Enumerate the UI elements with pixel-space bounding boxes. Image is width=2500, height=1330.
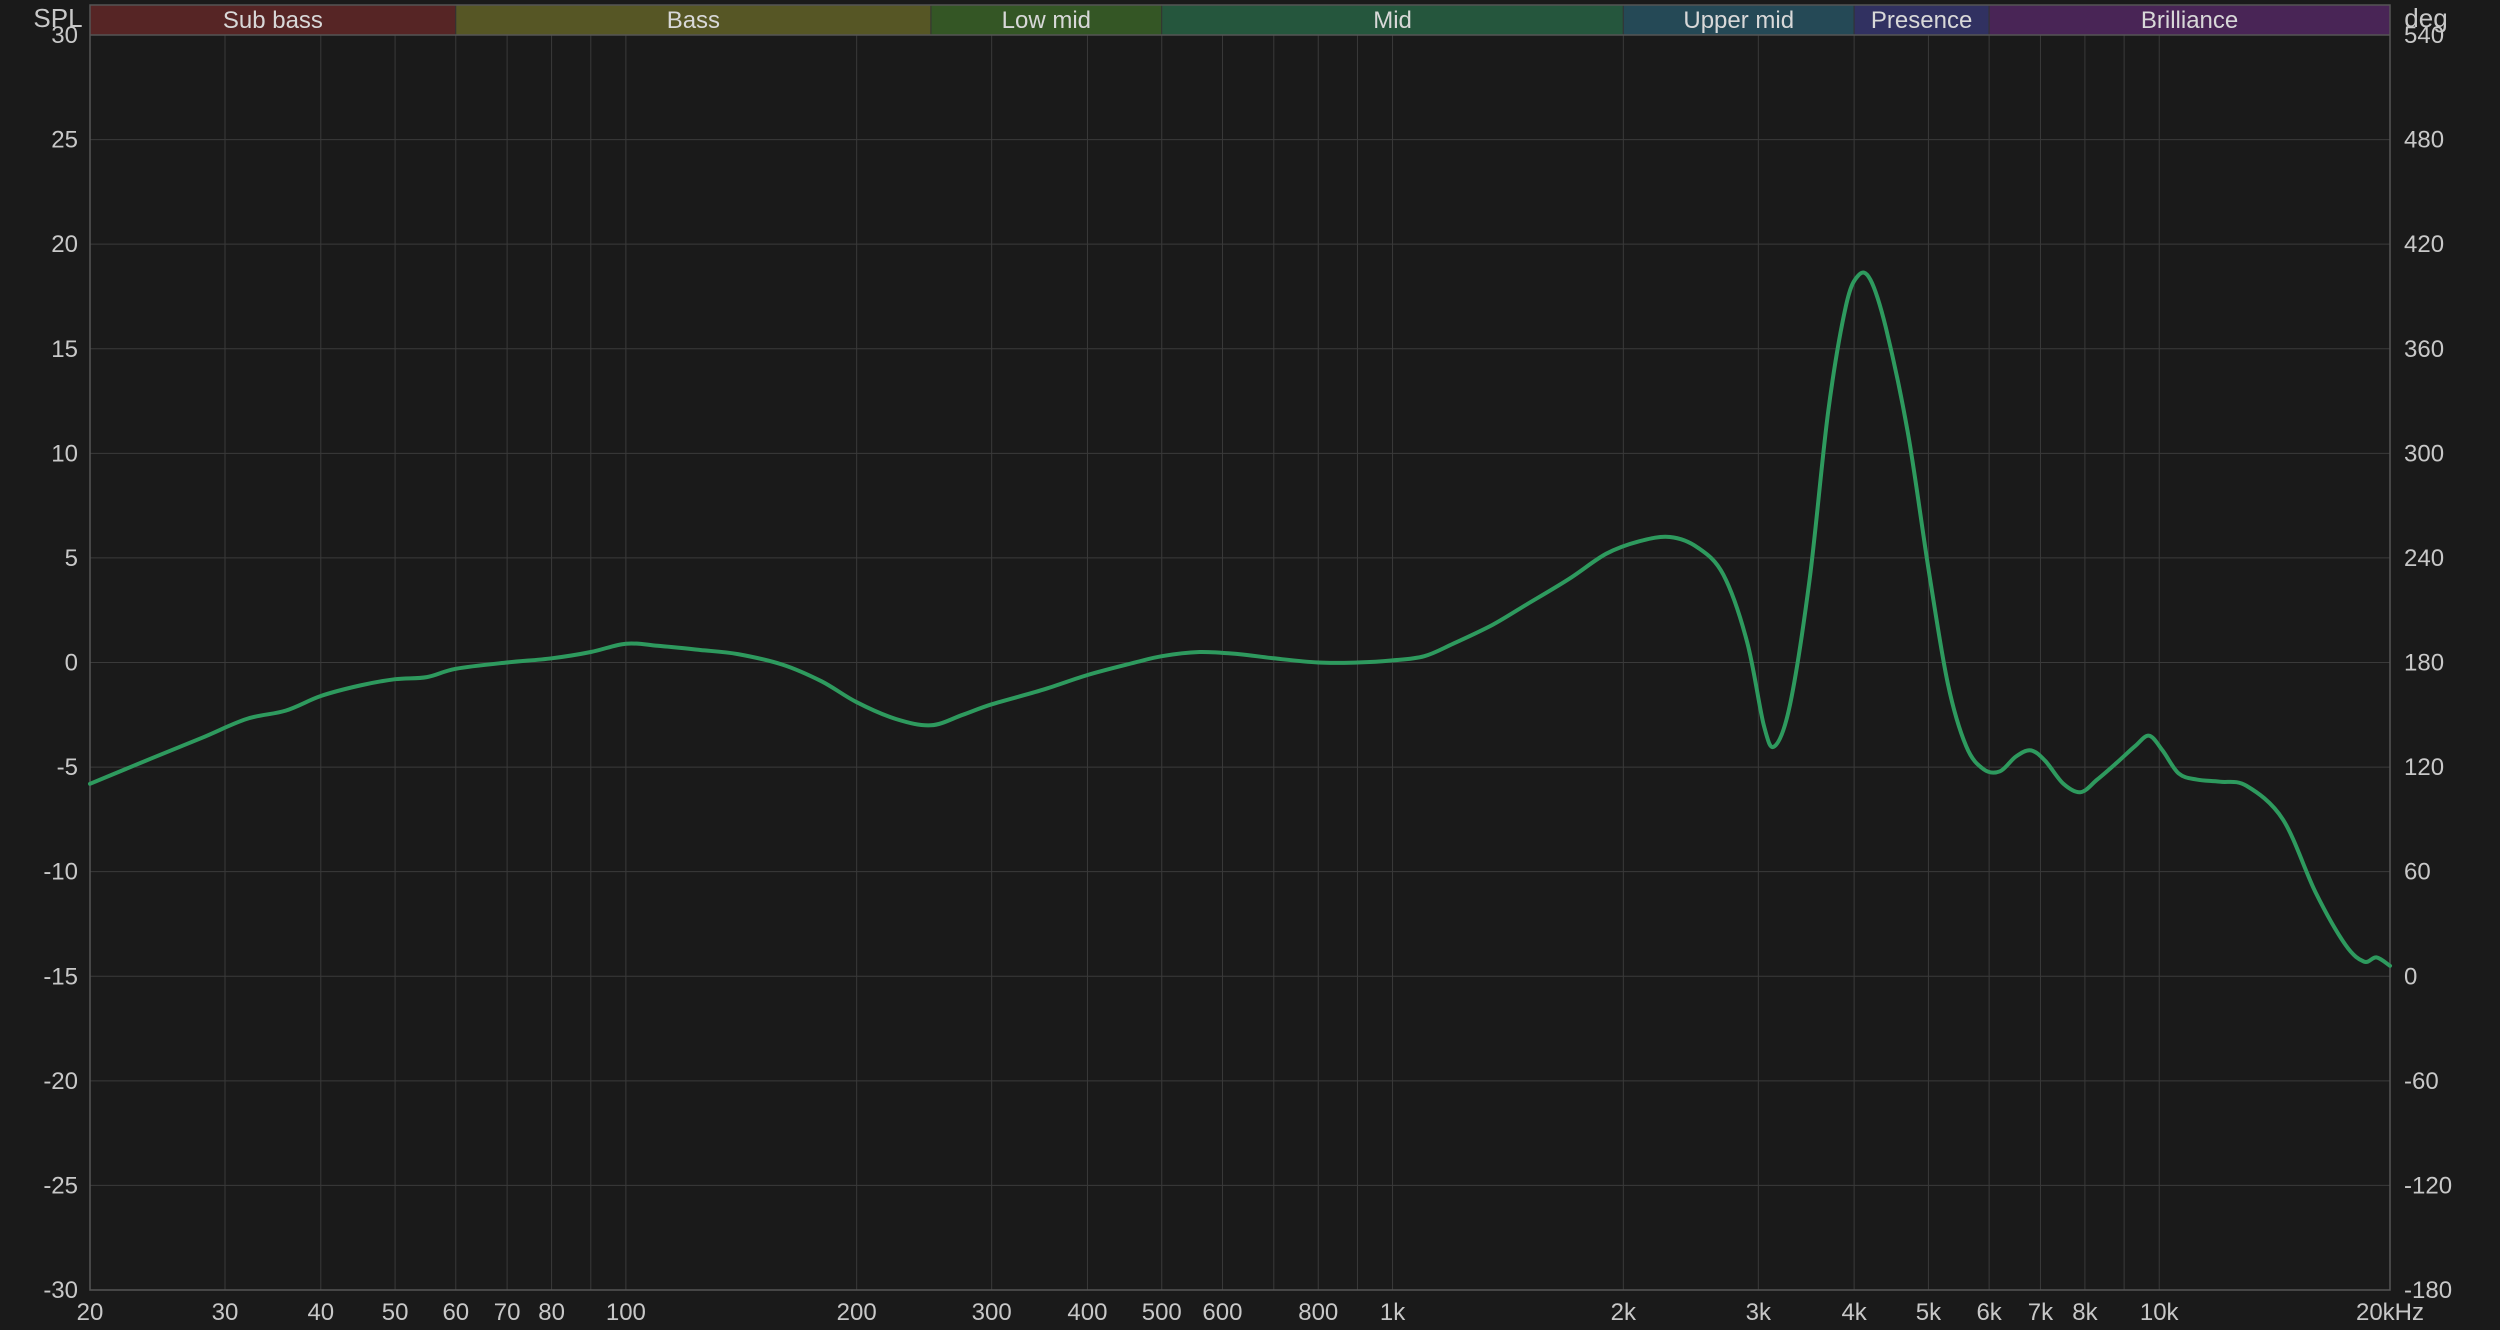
spl-axis-label: SPL [33,3,82,33]
freq-tick: 5k [1916,1299,1942,1326]
spl-tick: -20 [43,1068,78,1095]
freq-tick: 70 [494,1299,521,1326]
deg-tick: 360 [2404,336,2444,363]
freq-tick: 800 [1298,1299,1338,1326]
freq-tick: 600 [1202,1299,1242,1326]
spl-tick: 15 [51,336,78,363]
deg-tick: 240 [2404,545,2444,572]
band-label: Sub bass [223,7,323,34]
freq-tick: 8k [2072,1299,2098,1326]
deg-tick: 60 [2404,859,2431,886]
deg-tick: -60 [2404,1068,2439,1095]
band-label: Low mid [1002,7,1091,34]
freq-tick: 80 [538,1299,565,1326]
spl-tick: 0 [65,650,78,677]
freq-tick: 300 [972,1299,1012,1326]
deg-tick: 0 [2404,963,2417,990]
deg-tick: -120 [2404,1172,2452,1199]
freq-tick: 2k [1611,1299,1637,1326]
freq-tick: 100 [606,1299,646,1326]
frequency-response-chart: -30-25-20-15-10-5051015202530-180-120-60… [0,0,2500,1330]
deg-axis-label: deg [2404,3,2447,33]
spl-tick: -10 [43,859,78,886]
band-label: Mid [1373,7,1412,34]
freq-tick: 4k [1841,1299,1867,1326]
band-label: Upper mid [1683,7,1794,34]
freq-tick: 400 [1067,1299,1107,1326]
spl-tick: 5 [65,545,78,572]
band-label: Bass [667,7,720,34]
freq-tick: 3k [1746,1299,1772,1326]
freq-tick: 20 [77,1299,104,1326]
band-label: Presence [1871,7,1972,34]
freq-tick: 30 [212,1299,239,1326]
deg-tick: 480 [2404,127,2444,154]
freq-tick: 500 [1142,1299,1182,1326]
spl-tick: 20 [51,231,78,258]
spl-tick: 10 [51,440,78,467]
spl-tick: -25 [43,1172,78,1199]
band-label: Brilliance [2141,7,2238,34]
spl-tick: -30 [43,1277,78,1304]
freq-tick: 20kHz [2356,1299,2424,1326]
freq-tick: 6k [1976,1299,2002,1326]
freq-tick: 7k [2028,1299,2054,1326]
deg-tick: 300 [2404,440,2444,467]
spl-tick: -5 [57,754,78,781]
freq-tick: 60 [442,1299,469,1326]
spl-tick: 25 [51,127,78,154]
freq-tick: 50 [382,1299,409,1326]
spl-tick: -15 [43,963,78,990]
deg-tick: 420 [2404,231,2444,258]
deg-tick: 120 [2404,754,2444,781]
freq-tick: 40 [307,1299,334,1326]
deg-tick: 180 [2404,650,2444,677]
freq-tick: 1k [1380,1299,1406,1326]
freq-tick: 10k [2140,1299,2180,1326]
freq-tick: 200 [837,1299,877,1326]
